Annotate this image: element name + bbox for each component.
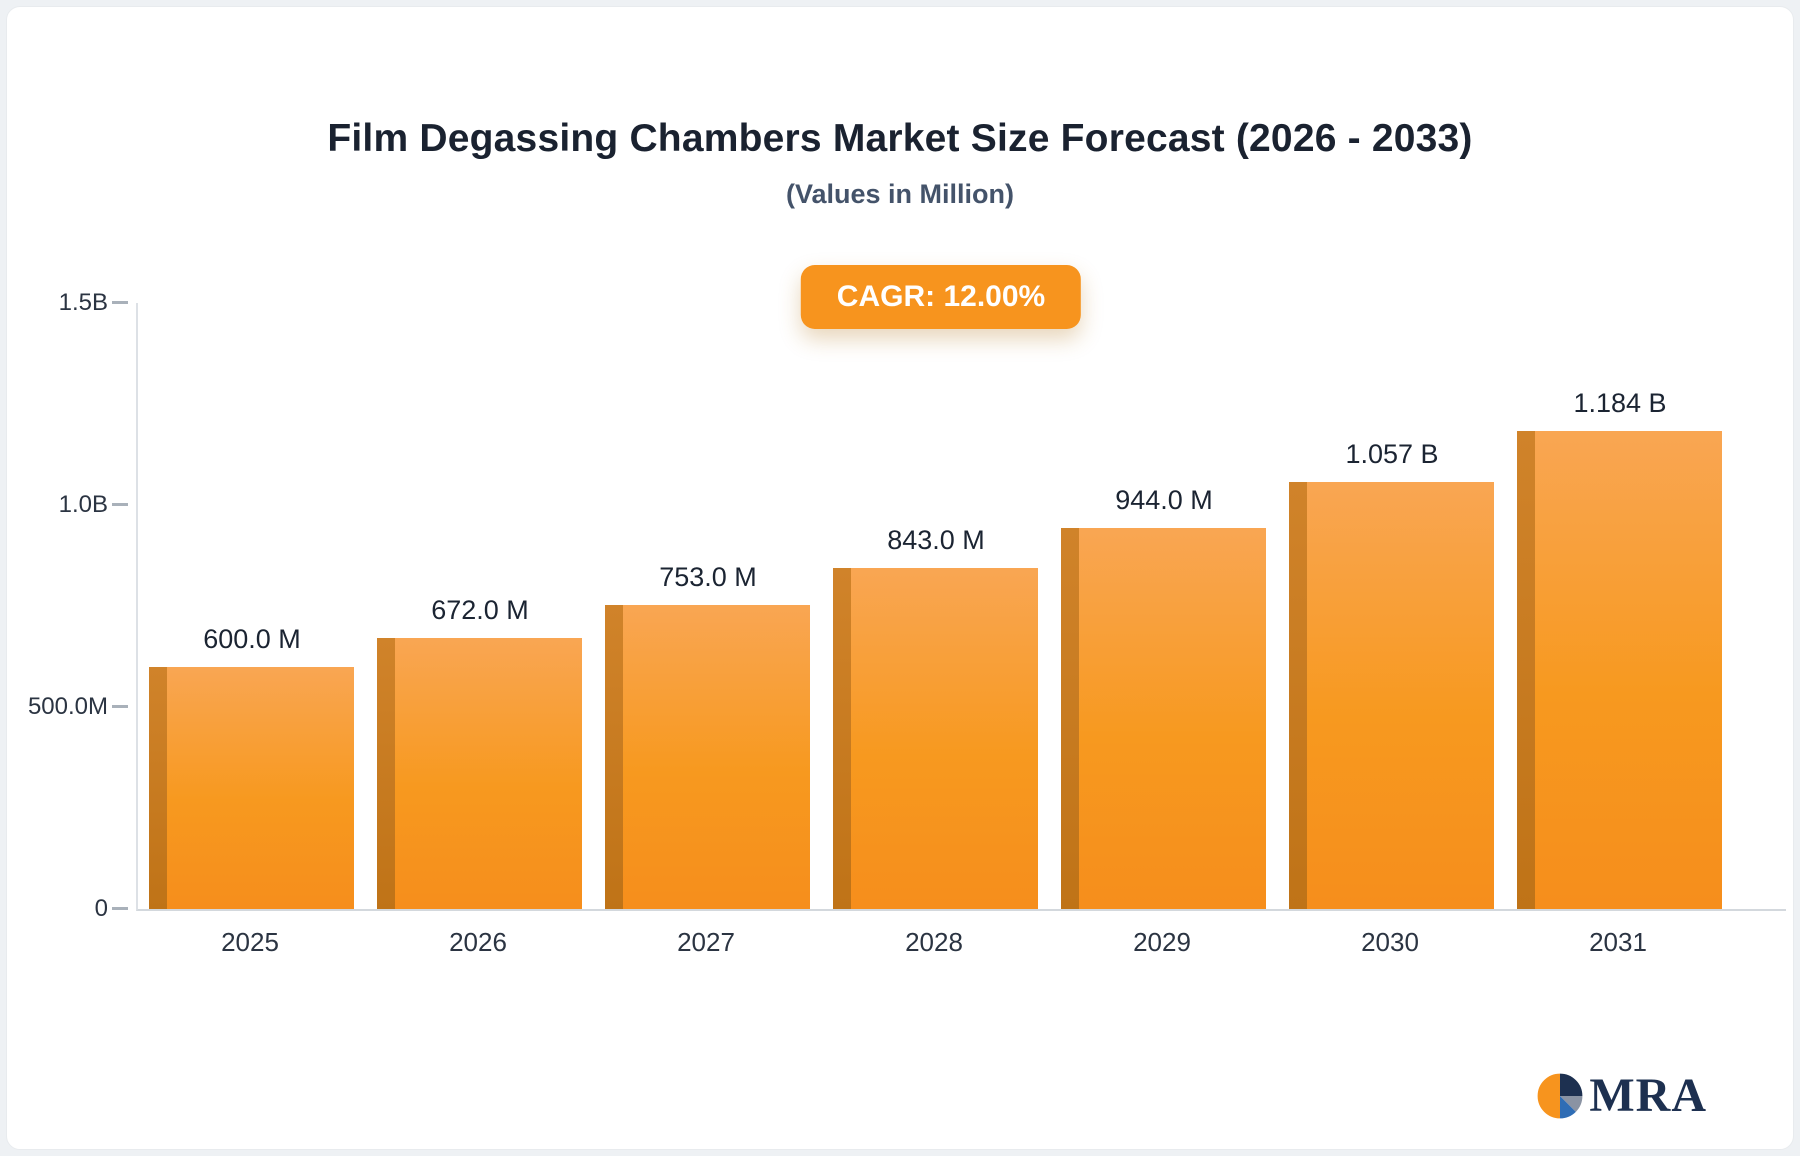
bar-column-2025: 600.0 M <box>138 303 366 909</box>
bar-value-label: 1.184 B <box>1573 388 1667 418</box>
y-tick-label: 0 <box>94 895 108 922</box>
bar-2025 <box>149 667 354 909</box>
bar-value-label: 843.0 M <box>887 525 985 555</box>
bar-column-2030: 1.057 B <box>1278 303 1506 909</box>
bar-2027 <box>605 605 810 909</box>
chart-card: Film Degassing Chambers Market Size Fore… <box>6 6 1794 1150</box>
bar-column-2031: 1.184 B <box>1506 303 1734 909</box>
chart-subtitle: (Values in Million) <box>785 179 1015 209</box>
x-axis-labels: 2025 2026 2027 2028 2029 2030 2031 <box>136 927 1732 967</box>
y-tick-mark <box>112 907 128 910</box>
chart-title: Film Degassing Chambers Market Size Fore… <box>327 117 1473 160</box>
bar-column-2029: 944.0 M <box>1050 303 1278 909</box>
x-axis-label: 2029 <box>1133 927 1191 957</box>
x-axis-label: 2031 <box>1589 927 1647 957</box>
bar-2029 <box>1061 528 1266 909</box>
y-tick-mark <box>112 705 128 708</box>
y-tick-mark <box>112 301 128 304</box>
x-axis-label: 2027 <box>677 927 735 957</box>
x-axis-label: 2028 <box>905 927 963 957</box>
pie-circle-icon <box>1536 1072 1584 1119</box>
x-axis-label: 2025 <box>221 927 279 957</box>
x-axis-label: 2026 <box>449 927 507 957</box>
bar-column-2026: 672.0 M <box>366 303 594 909</box>
bar-2026 <box>377 638 582 909</box>
bar-value-label: 600.0 M <box>203 624 301 654</box>
bar-2031 <box>1517 431 1722 909</box>
bar-2030 <box>1289 482 1494 909</box>
plot-area: 1.5B 1.0B 500.0M 0 600.0 M 672.0 M 753.0 M 843.… <box>28 289 1786 922</box>
brand-logo-text: MRA <box>1589 1069 1707 1122</box>
bar-2028 <box>833 568 1038 909</box>
brand-logo: MRA <box>1535 1068 1707 1123</box>
bar-column-2028: 843.0 M <box>822 303 1050 909</box>
cagr-badge: CAGR: 12.00% <box>800 265 1082 329</box>
y-tick-label: 1.0B <box>58 491 108 518</box>
x-axis-label: 2030 <box>1361 927 1419 957</box>
bar-value-label: 672.0 M <box>431 595 529 625</box>
bar-value-label: 944.0 M <box>1115 485 1213 515</box>
bar-value-label: 753.0 M <box>659 562 757 592</box>
bar-value-label: 1.057 B <box>1345 439 1439 469</box>
y-tick-mark <box>112 503 128 506</box>
y-tick-label: 500.0M <box>27 693 108 720</box>
y-tick-label: 1.5B <box>58 289 108 316</box>
bar-column-2027: 753.0 M <box>594 303 822 909</box>
